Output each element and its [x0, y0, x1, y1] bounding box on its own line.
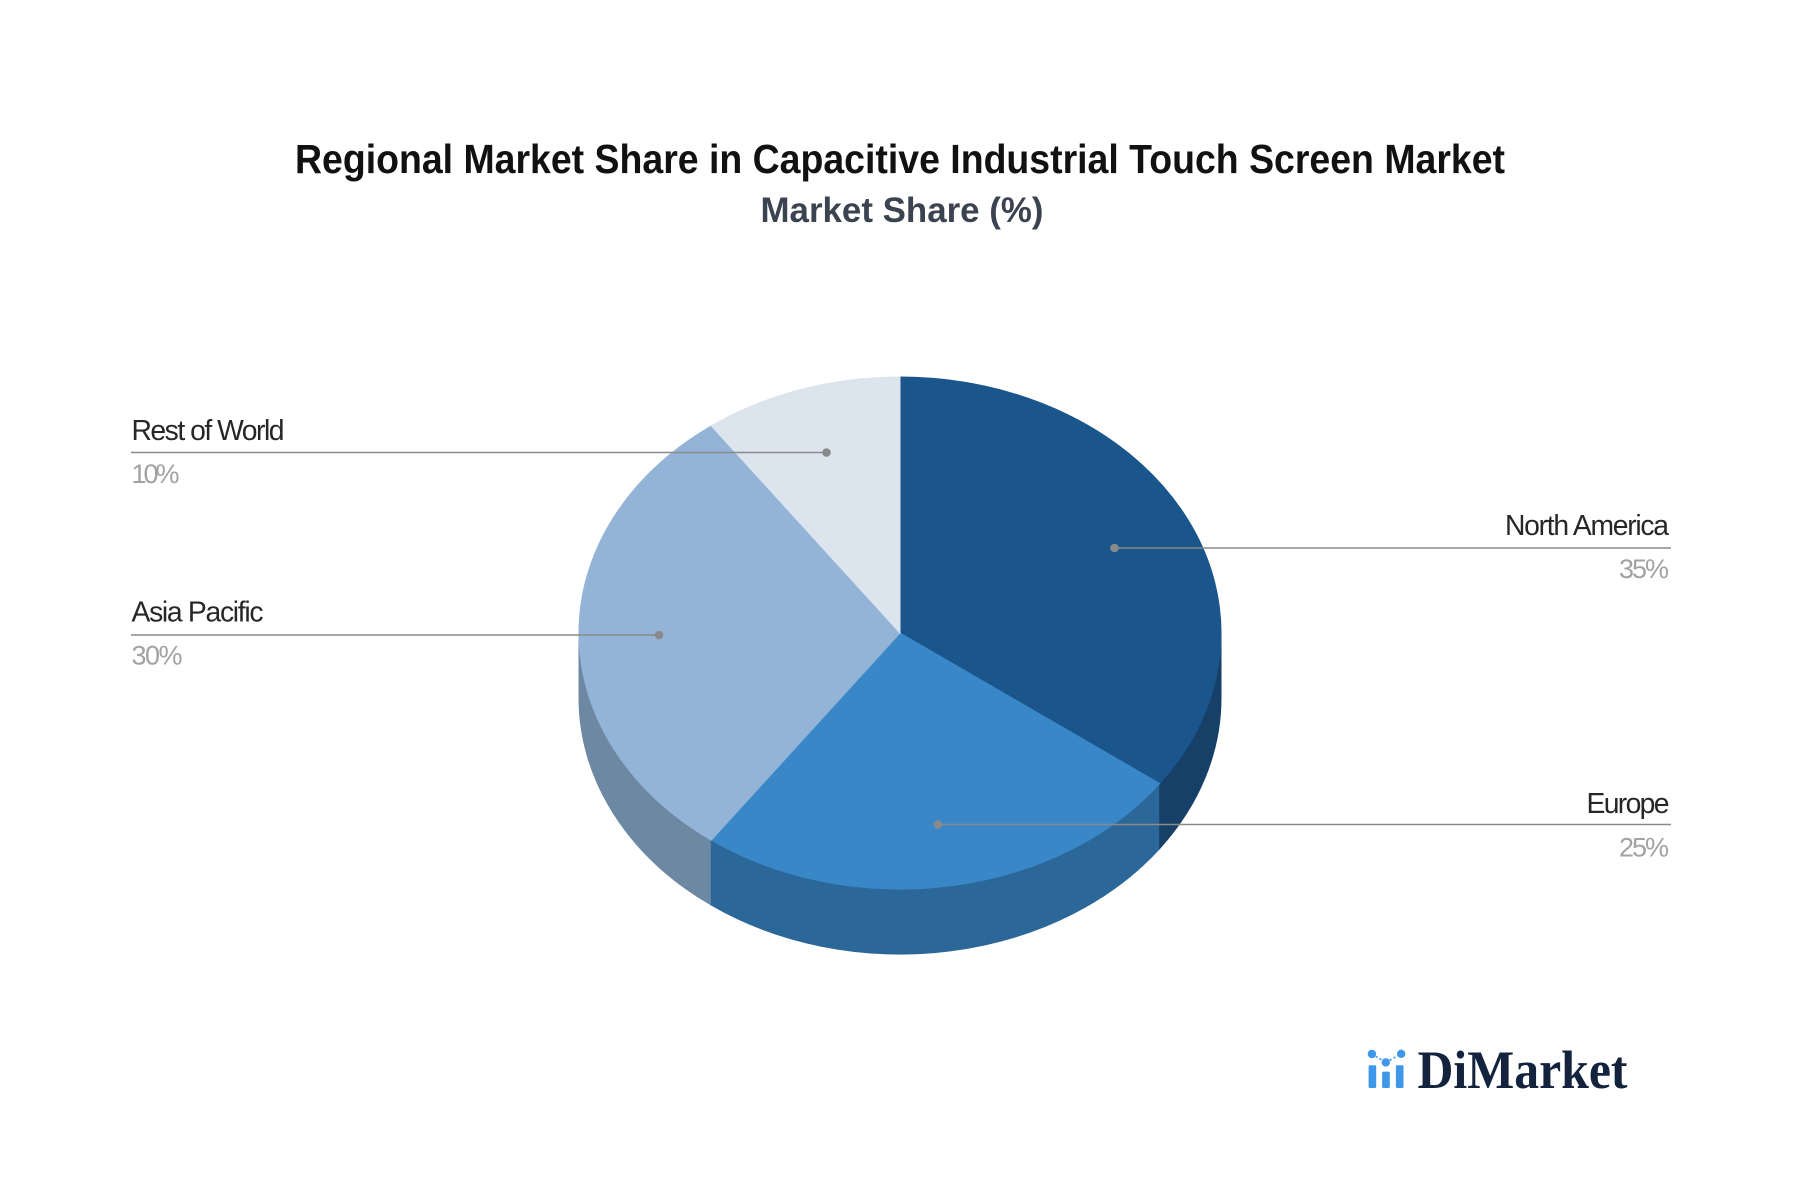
svg-text:North America: North America [1505, 509, 1669, 541]
svg-text:25%: 25% [1619, 833, 1669, 863]
svg-text:DiMarket: DiMarket [1418, 1040, 1628, 1100]
svg-text:Europe: Europe [1587, 787, 1670, 819]
svg-text:Asia Pacific: Asia Pacific [132, 596, 264, 628]
svg-text:Regional Market Share in Capac: Regional Market Share in Capacitive Indu… [295, 136, 1505, 182]
svg-text:Market Share (%): Market Share (%) [761, 191, 1044, 230]
svg-text:10%: 10% [132, 459, 180, 489]
svg-text:35%: 35% [1619, 554, 1669, 584]
svg-text:30%: 30% [132, 641, 183, 671]
svg-text:Rest of World: Rest of World [132, 414, 285, 446]
